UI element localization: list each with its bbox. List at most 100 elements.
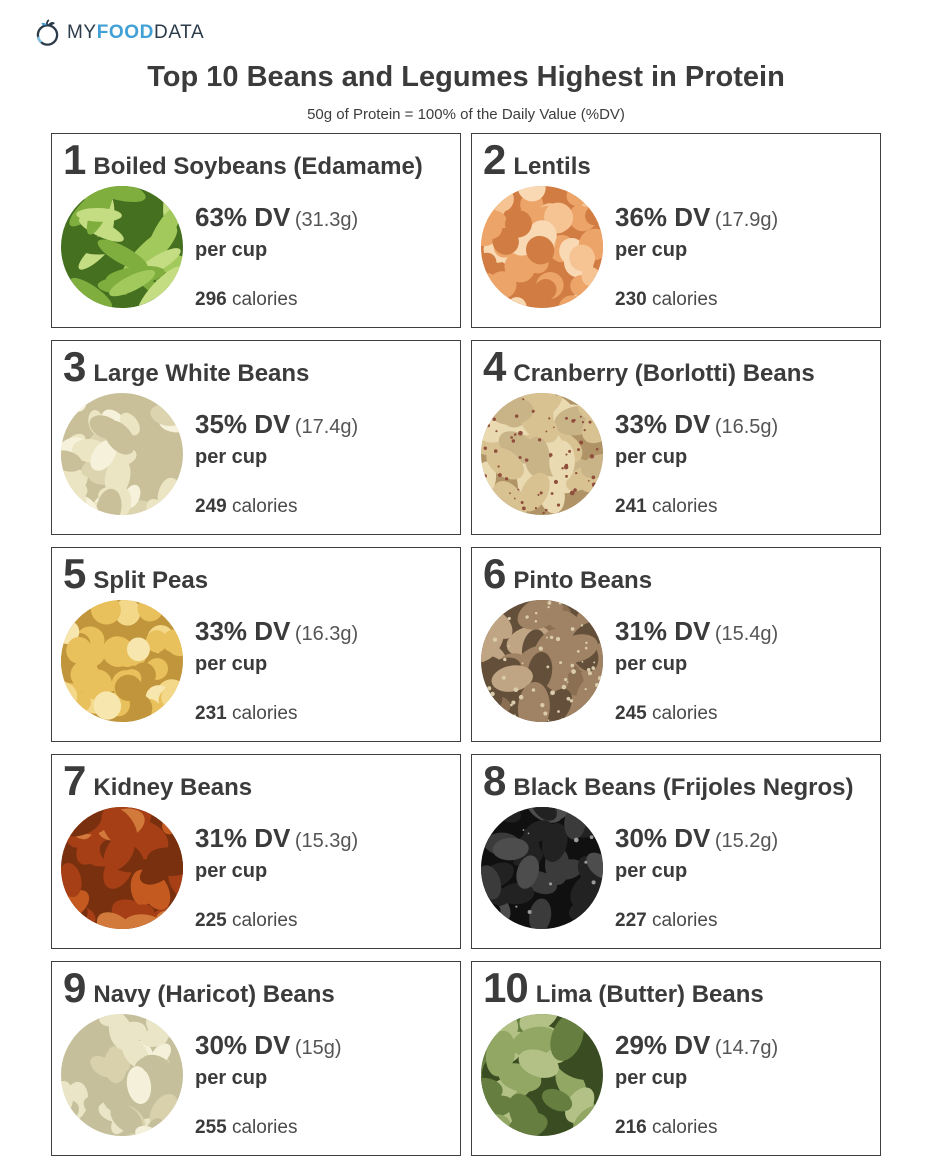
calories-line: 225 calories [195, 910, 358, 932]
dv-line: 35% DV (17.4g) [195, 409, 358, 444]
dv-percent: 33% DV [615, 409, 711, 439]
bean-photo-navy-beans [61, 1014, 183, 1136]
protein-grams: (16.5g) [714, 416, 779, 438]
bean-card: 3 Large White Beans 35% DV (17.4g) per c… [51, 340, 461, 535]
bean-photo-split-peas [61, 600, 183, 722]
dv-percent: 30% DV [615, 823, 711, 853]
dv-line: 31% DV (15.3g) [195, 823, 358, 858]
calories-line: 231 calories [195, 703, 358, 725]
card-header: 10 Lima (Butter) Beans [481, 967, 870, 1009]
protein-stats: 31% DV (15.3g) per cup 225 calories [195, 823, 358, 932]
calories-line: 241 calories [615, 496, 778, 518]
protein-stats: 63% DV (31.3g) per cup 296 calories [195, 202, 358, 311]
bean-name: Kidney Beans [93, 774, 253, 801]
calories-unit: calories [651, 703, 718, 724]
calories-unit: calories [651, 910, 718, 931]
card-header: 2 Lentils [481, 139, 870, 181]
dv-line: 30% DV (15.2g) [615, 823, 778, 858]
calories-value: 296 [195, 289, 227, 310]
protein-grams: (17.9g) [714, 209, 779, 231]
protein-stats: 30% DV (15.2g) per cup 227 calories [615, 823, 778, 932]
tomato-logo-icon [36, 19, 59, 46]
bean-card: 10 Lima (Butter) Beans 29% DV (14.7g) pe… [471, 961, 881, 1156]
calories-line: 227 calories [615, 910, 778, 932]
bean-card: 1 Boiled Soybeans (Edamame) 63% DV (31.3… [51, 133, 461, 328]
rank-number: 2 [483, 136, 506, 183]
card-body: 29% DV (14.7g) per cup 216 calories [481, 1014, 870, 1139]
calories-unit: calories [231, 1117, 298, 1138]
bean-card: 6 Pinto Beans 31% DV (15.4g) per cup 245… [471, 547, 881, 742]
logo-word-data: DATA [154, 21, 205, 43]
calories-unit: calories [651, 496, 718, 517]
protein-grams: (17.4g) [294, 416, 359, 438]
card-body: 31% DV (15.4g) per cup 245 calories [481, 600, 870, 725]
logo-word-my: MY [67, 21, 97, 43]
per-cup-label: per cup [195, 239, 268, 261]
calories-value: 231 [195, 703, 227, 724]
protein-grams: (16.3g) [294, 623, 359, 645]
calories-unit: calories [651, 289, 718, 310]
protein-stats: 35% DV (17.4g) per cup 249 calories [195, 409, 358, 518]
per-cup-label: per cup [195, 1067, 268, 1089]
per-cup-label: per cup [195, 653, 268, 675]
calories-value: 216 [615, 1117, 647, 1138]
card-header: 8 Black Beans (Frijoles Negros) [481, 760, 870, 802]
page-title: Top 10 Beans and Legumes Highest in Prot… [147, 61, 785, 93]
per-cup-label: per cup [195, 446, 268, 468]
card-body: 63% DV (31.3g) per cup 296 calories [61, 186, 450, 311]
per-cup-label: per cup [195, 860, 268, 882]
per-cup-label: per cup [615, 860, 688, 882]
dv-line: 29% DV (14.7g) [615, 1030, 778, 1065]
protein-stats: 33% DV (16.3g) per cup 231 calories [195, 616, 358, 725]
card-body: 31% DV (15.3g) per cup 225 calories [61, 807, 450, 932]
rank-number: 1 [63, 136, 86, 183]
bean-name: Black Beans (Frijoles Negros) [513, 774, 854, 801]
cards-grid: 1 Boiled Soybeans (Edamame) 63% DV (31.3… [51, 133, 881, 1156]
bean-photo-lima-beans [481, 1014, 603, 1136]
calories-value: 255 [195, 1117, 227, 1138]
bean-name: Lentils [513, 153, 591, 180]
bean-card: 8 Black Beans (Frijoles Negros) 30% DV (… [471, 754, 881, 949]
rank-number: 4 [483, 343, 506, 390]
card-header: 7 Kidney Beans [61, 760, 450, 802]
protein-stats: 36% DV (17.9g) per cup 230 calories [615, 202, 778, 311]
dv-line: 31% DV (15.4g) [615, 616, 778, 651]
dv-line: 63% DV (31.3g) [195, 202, 358, 237]
card-header: 1 Boiled Soybeans (Edamame) [61, 139, 450, 181]
calories-line: 296 calories [195, 289, 358, 311]
bean-photo-cranberry-beans [481, 393, 603, 515]
logo-text: MY FOOD DATA [67, 22, 204, 44]
card-header: 9 Navy (Haricot) Beans [61, 967, 450, 1009]
dv-percent: 33% DV [195, 616, 291, 646]
protein-grams: (15g) [294, 1037, 342, 1059]
bean-name: Pinto Beans [513, 567, 653, 594]
bean-card: 4 Cranberry (Borlotti) Beans 33% DV (16.… [471, 340, 881, 535]
rank-number: 6 [483, 550, 506, 597]
bean-photo-large-white-beans [61, 393, 183, 515]
bean-name: Navy (Haricot) Beans [93, 981, 335, 1008]
rank-number: 7 [63, 757, 86, 804]
bean-card: 7 Kidney Beans 31% DV (15.3g) per cup 22… [51, 754, 461, 949]
card-body: 33% DV (16.5g) per cup 241 calories [481, 393, 870, 518]
dv-percent: 36% DV [615, 202, 711, 232]
calories-line: 216 calories [615, 1117, 778, 1139]
card-header: 3 Large White Beans [61, 346, 450, 388]
dv-percent: 30% DV [195, 1030, 291, 1060]
per-cup-label: per cup [615, 653, 688, 675]
card-body: 36% DV (17.9g) per cup 230 calories [481, 186, 870, 311]
dv-line: 33% DV (16.3g) [195, 616, 358, 651]
bean-name: Lima (Butter) Beans [535, 981, 764, 1008]
dv-percent: 63% DV [195, 202, 291, 232]
card-header: 6 Pinto Beans [481, 553, 870, 595]
calories-value: 227 [615, 910, 647, 931]
bean-card: 2 Lentils 36% DV (17.9g) per cup 230 cal… [471, 133, 881, 328]
page-subtitle: 50g of Protein = 100% of the Daily Value… [307, 106, 625, 123]
dv-percent: 31% DV [195, 823, 291, 853]
calories-line: 249 calories [195, 496, 358, 518]
bean-name: Cranberry (Borlotti) Beans [513, 360, 815, 387]
protein-grams: (15.3g) [294, 830, 359, 852]
bean-photo-black-beans [481, 807, 603, 929]
card-body: 35% DV (17.4g) per cup 249 calories [61, 393, 450, 518]
calories-unit: calories [231, 910, 298, 931]
dv-line: 36% DV (17.9g) [615, 202, 778, 237]
